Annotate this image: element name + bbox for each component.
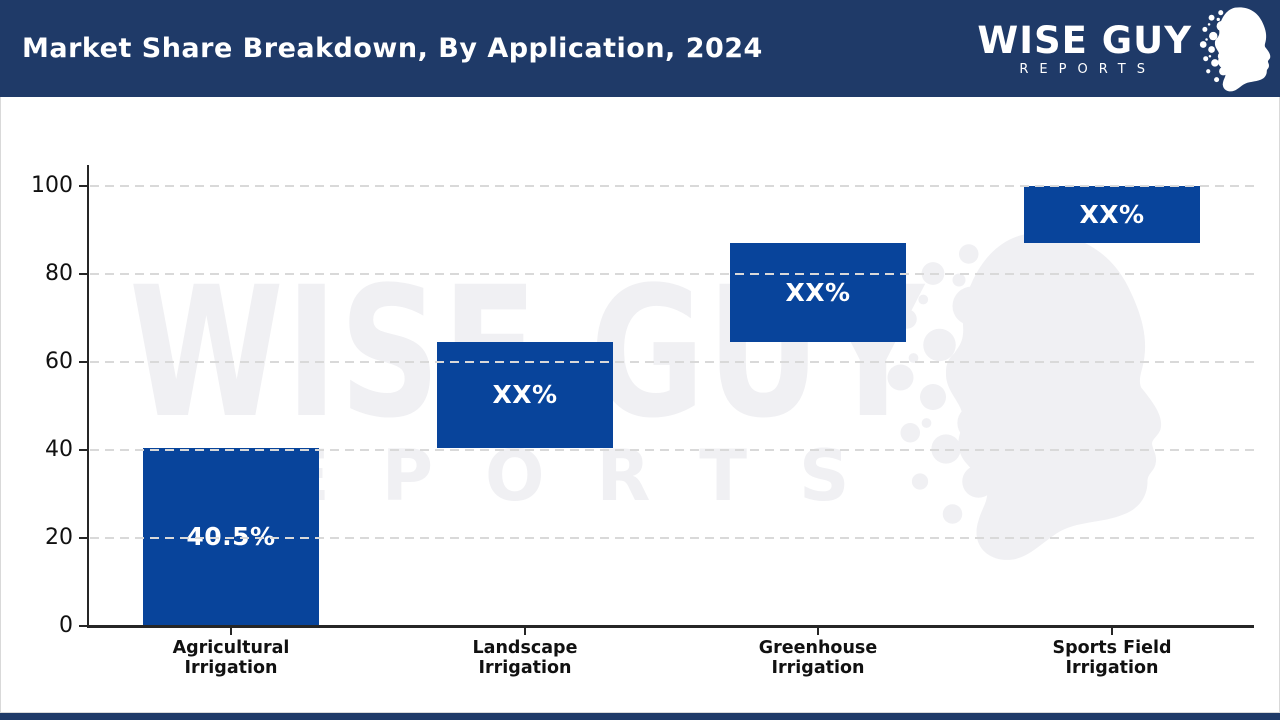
x-axis-tick-agricultural-irrigation (230, 628, 232, 635)
x-axis-tick-landscape-irrigation (524, 628, 526, 635)
x-axis-category-label-line: Sports Field (1052, 638, 1172, 658)
x-axis-category-label-sports-field-irrigation: Sports Field Irrigation (1002, 638, 1222, 678)
x-axis-category-label-line: Irrigation (184, 658, 278, 678)
x-axis-category-label-line: Greenhouse (758, 638, 878, 658)
y-axis-tick-label-40: 40 (45, 437, 73, 462)
y-axis-tick-label-100: 100 (31, 173, 73, 198)
y-axis-tick-label-80: 80 (45, 261, 73, 286)
bar-sports-field-irrigation: XX% (1024, 186, 1200, 244)
x-axis-spine (87, 625, 1254, 628)
gridline-60 (90, 361, 1254, 363)
watermark-face-icon (887, 233, 1162, 560)
bar-value-label: XX% (785, 278, 851, 308)
y-axis-spine (87, 165, 89, 627)
bottom-divider-line (0, 712, 1280, 713)
face-profile-icon (1199, 6, 1271, 91)
gridline-100 (90, 185, 1254, 187)
logo-tagline: REPORTS (1019, 62, 1156, 77)
bar-landscape-irrigation: XX% (437, 342, 613, 448)
logo-name: WISE GUY (977, 19, 1192, 62)
y-axis-tick-40 (79, 449, 87, 451)
footer-accent-bar (0, 713, 1280, 720)
gridline-20 (90, 537, 1254, 539)
x-axis-category-label-line: Agricultural (172, 638, 290, 658)
y-axis-tick-0 (79, 625, 87, 627)
x-axis-category-label-agricultural-irrigation: Agricultural Irrigation (121, 638, 341, 678)
y-axis-tick-60 (79, 361, 87, 363)
y-axis-tick-label-60: 60 (45, 349, 73, 374)
plot-area: WISE GUY REPORTS 40.5% XX% XX% XX% 0 20 40 60 8… (0, 97, 1280, 713)
x-axis-category-label-greenhouse-irrigation: Greenhouse Irrigation (708, 638, 928, 678)
header-bar: Market Share Breakdown, By Application, … (0, 0, 1280, 97)
y-axis-tick-label-0: 0 (59, 613, 73, 638)
logo-text: WISE GUY REPORTS (977, 22, 1192, 76)
bar-value-label: 40.5% (186, 522, 276, 552)
bar-value-label: XX% (492, 380, 558, 410)
x-axis-category-label-line: Irrigation (771, 658, 865, 678)
x-axis-tick-sports-field-irrigation (1111, 628, 1113, 635)
y-axis-tick-20 (79, 537, 87, 539)
x-axis-category-label-line: Landscape (472, 638, 578, 658)
y-axis-tick-label-20: 20 (45, 525, 73, 550)
bar-value-label: XX% (1079, 200, 1145, 230)
y-axis-tick-100 (79, 185, 87, 187)
x-axis-category-label-line: Irrigation (478, 658, 572, 678)
bar-greenhouse-irrigation: XX% (730, 243, 906, 343)
y-axis-tick-80 (79, 273, 87, 275)
gridline-80 (90, 273, 1254, 275)
wise-guy-logo: WISE GUY REPORTS (977, 4, 1272, 94)
gridline-40 (90, 449, 1254, 451)
chart-title: Market Share Breakdown, By Application, … (22, 33, 763, 64)
x-axis-tick-greenhouse-irrigation (817, 628, 819, 635)
x-axis-category-label-landscape-irrigation: Landscape Irrigation (415, 638, 635, 678)
x-axis-category-label-line: Irrigation (1065, 658, 1159, 678)
bar-agricultural-irrigation: 40.5% (143, 447, 319, 626)
